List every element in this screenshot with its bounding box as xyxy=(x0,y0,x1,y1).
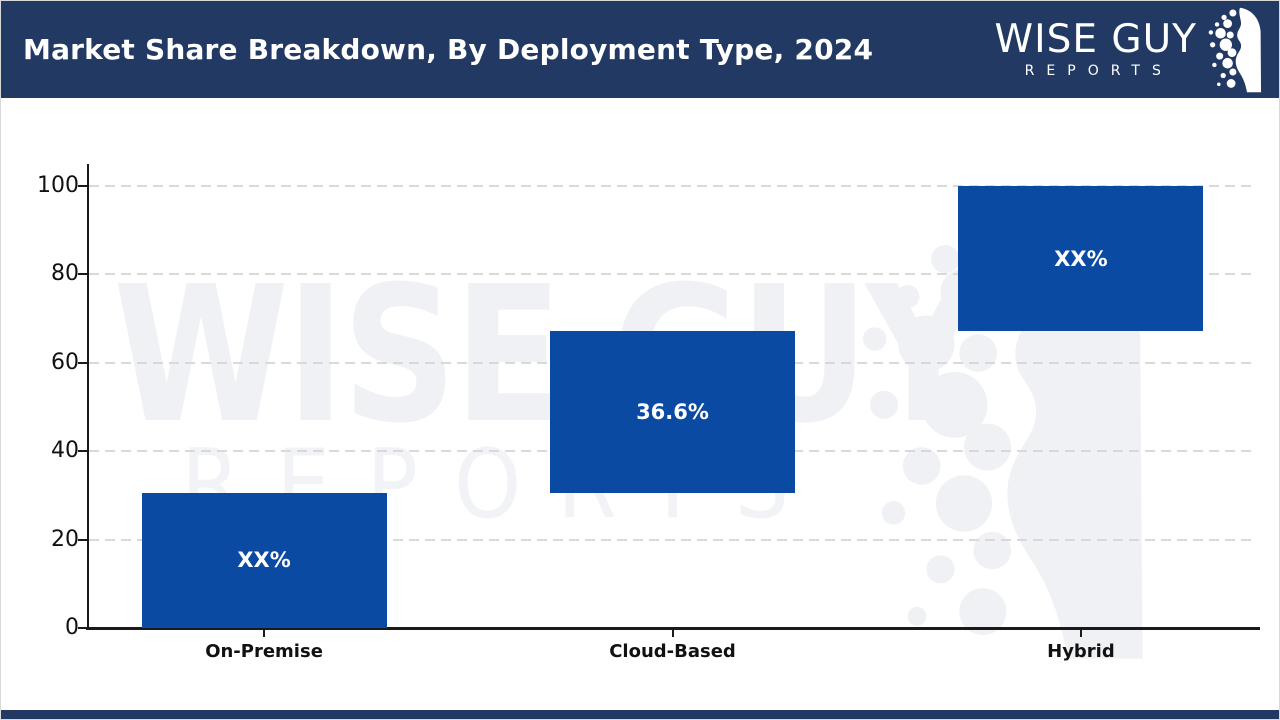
x-tick-mark xyxy=(671,630,674,637)
brand-face-icon xyxy=(1201,6,1263,94)
y-tick-mark xyxy=(78,450,87,453)
bar-cloud-based: 36.6% xyxy=(550,331,795,493)
y-tick-label-60: 60 xyxy=(51,349,79,375)
y-tick-mark xyxy=(78,273,87,276)
plot-area: 0 20 40 60 80 100 XX% On-Premise 36.6% Cloud-Base… xyxy=(1,98,1279,713)
chart-title: Market Share Breakdown, By Deployment Ty… xyxy=(23,33,874,66)
y-tick-mark xyxy=(78,185,87,188)
x-category-label-1: On-Premise xyxy=(205,641,323,662)
y-tick-mark xyxy=(78,538,87,541)
y-tick-label-80: 80 xyxy=(51,261,79,287)
y-tick-label-0: 0 xyxy=(65,615,79,640)
header-bar: Market Share Breakdown, By Deployment Ty… xyxy=(1,1,1279,98)
x-tick-mark xyxy=(1079,630,1082,637)
bar-hybrid: XX% xyxy=(958,186,1204,332)
brand-tagline: REPORTS xyxy=(1024,62,1173,79)
y-tick-label-40: 40 xyxy=(51,438,79,464)
y-tick-label-20: 20 xyxy=(51,526,79,552)
footer-bar xyxy=(1,710,1279,719)
bar-value-label: 36.6% xyxy=(636,399,709,424)
x-tick-mark xyxy=(263,630,266,637)
bar-value-label: XX% xyxy=(1054,246,1108,271)
brand-logo-text: WISE GUY REPORTS xyxy=(994,17,1197,79)
y-tick-mark xyxy=(78,627,87,629)
bar-on-premise: XX% xyxy=(141,492,387,628)
gridline-80 xyxy=(89,273,1256,276)
x-axis-line xyxy=(86,627,1260,630)
brand-logo: WISE GUY REPORTS xyxy=(995,6,1263,94)
y-axis-line xyxy=(87,164,89,629)
y-tick-label-100: 100 xyxy=(37,173,79,199)
chart-area: WISE GUY REPORTS 0 20 40 60 80 100 XX% On-Premi… xyxy=(1,98,1279,713)
x-category-label-3: Hybrid xyxy=(1047,641,1115,662)
y-tick-mark xyxy=(78,361,87,364)
gridline-100 xyxy=(89,185,1256,188)
brand-name: WISE GUY xyxy=(994,17,1197,63)
gridline-20 xyxy=(89,538,1256,541)
x-category-label-2: Cloud-Based xyxy=(609,641,736,662)
bar-value-label: XX% xyxy=(237,548,291,573)
